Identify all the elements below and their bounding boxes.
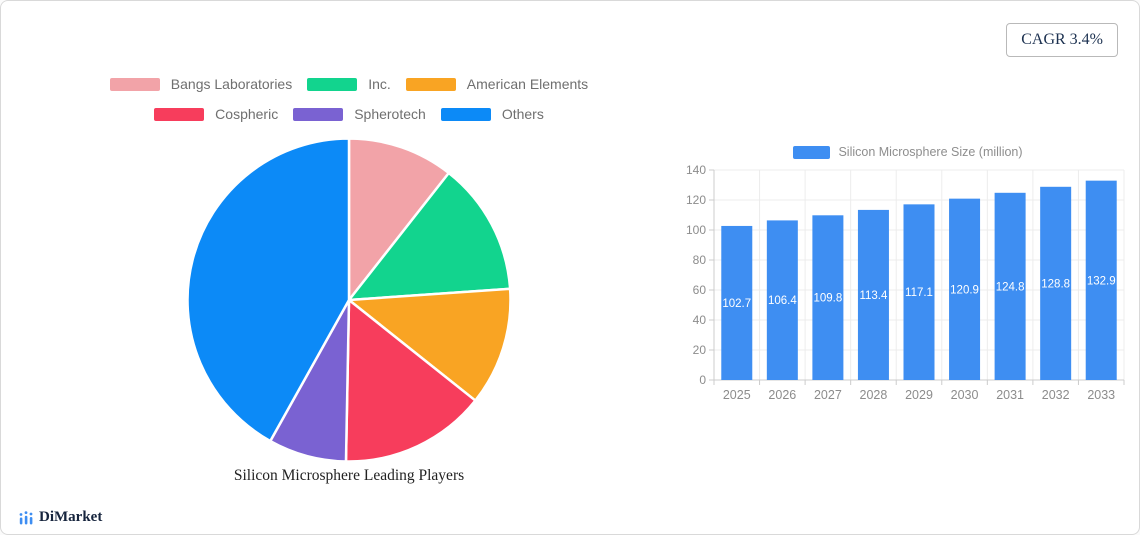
pie-slice-cospheric[interactable] — [344, 298, 477, 463]
legend-swatch — [307, 78, 358, 91]
y-axis-label: 40 — [693, 313, 707, 327]
bar-chart-section: Silicon Microsphere Size (million) 0 20 40… — [683, 144, 1133, 405]
pie-legend-row: Cospheric Spherotech Others — [154, 106, 544, 123]
bar-value-label: 109.8 — [813, 293, 842, 305]
x-axis-label: 2029 — [905, 388, 933, 402]
pie-slice-american-elements[interactable] — [347, 287, 512, 402]
legend-label: Spherotech — [354, 106, 426, 122]
pie-legend-item-inc[interactable]: Inc. — [307, 76, 391, 93]
x-axis-label: 2028 — [860, 388, 888, 402]
bar-2027[interactable] — [812, 215, 844, 380]
bar-2031[interactable] — [994, 192, 1026, 380]
pie-title: Silicon Microsphere Leading Players — [233, 467, 465, 484]
legend-swatch — [440, 108, 491, 121]
pie-slice-inc[interactable] — [347, 171, 512, 302]
bar-value-label: 124.8 — [996, 281, 1025, 293]
bar-chart: 0 20 40 60 80 100 120 140 102.7 2025 106.4 2026 109.… — [686, 163, 1125, 402]
x-axis-label: 2031 — [996, 388, 1024, 402]
legend-swatch — [109, 78, 160, 91]
bar-legend-label: Silicon Microsphere Size (million) — [838, 145, 1023, 159]
pie-legend-item-american-elements[interactable]: American Elements — [405, 76, 589, 93]
x-axis-label: 2030 — [951, 388, 979, 402]
logo-text: DiMarket — [39, 509, 103, 525]
legend-label: Inc. — [368, 76, 391, 92]
bar-2025[interactable] — [721, 225, 753, 380]
legend-label: Bangs Laboratories — [170, 76, 293, 92]
bar-legend-item[interactable]: Silicon Microsphere Size (million) — [683, 144, 1133, 160]
pie-slice-others[interactable] — [186, 137, 351, 443]
x-axis-label: 2033 — [1087, 388, 1115, 402]
x-axis-label: 2032 — [1042, 388, 1070, 402]
legend-swatch — [405, 78, 456, 91]
bar-chart-icon — [19, 511, 33, 525]
pie-chart — [186, 137, 512, 463]
bar-value-label: 132.9 — [1087, 275, 1116, 287]
bar-2028[interactable] — [857, 209, 889, 380]
y-axis-label: 0 — [699, 373, 706, 387]
x-axis-label: 2025 — [723, 388, 751, 402]
cagr-badge: CAGR 3.4% — [1006, 23, 1118, 57]
bar-value-label: 120.9 — [950, 284, 979, 296]
bar-2032[interactable] — [1040, 186, 1072, 380]
bar-value-label: 106.4 — [768, 295, 797, 307]
bar-2026[interactable] — [766, 220, 798, 380]
bar-value-label: 128.8 — [1041, 278, 1070, 290]
bar-legend-swatch — [793, 145, 831, 159]
legend-label: Cospheric — [215, 106, 279, 122]
pie-legend-item-bangs-laboratories[interactable]: Bangs Laboratories — [109, 76, 293, 93]
bar-2029[interactable] — [903, 204, 935, 380]
pie-legend-item-cospheric[interactable]: Cospheric — [154, 106, 278, 123]
bar-value-label: 102.7 — [722, 298, 751, 310]
y-axis-label: 140 — [686, 163, 706, 177]
bar-value-label: 117.1 — [905, 287, 933, 299]
legend-label: American Elements — [466, 76, 589, 92]
logo: DiMarket — [19, 510, 102, 525]
legend-label: Others — [501, 106, 544, 122]
bar-2033[interactable] — [1085, 180, 1117, 380]
x-axis-label: 2026 — [768, 388, 796, 402]
pie-legend-row: Bangs Laboratories Inc. American Elements — [109, 76, 589, 93]
y-axis-label: 20 — [693, 343, 707, 357]
bar-2030[interactable] — [949, 198, 981, 380]
y-axis-label: 60 — [693, 283, 707, 297]
y-axis-label: 80 — [693, 253, 707, 267]
y-axis-label: 120 — [686, 193, 706, 207]
legend-swatch — [154, 108, 205, 121]
pie-legend-item-others[interactable]: Others — [440, 106, 544, 123]
pie-slice-bangs-laboratories[interactable] — [347, 137, 451, 302]
x-axis-label: 2027 — [814, 388, 842, 402]
bar-value-label: 113.4 — [859, 290, 888, 302]
y-axis-label: 100 — [686, 223, 706, 237]
pie-legend-item-spherotech[interactable]: Spherotech — [293, 106, 426, 123]
pie-legend: Bangs Laboratories Inc. American Elements C… — [1, 76, 697, 123]
legend-swatch — [293, 108, 344, 121]
